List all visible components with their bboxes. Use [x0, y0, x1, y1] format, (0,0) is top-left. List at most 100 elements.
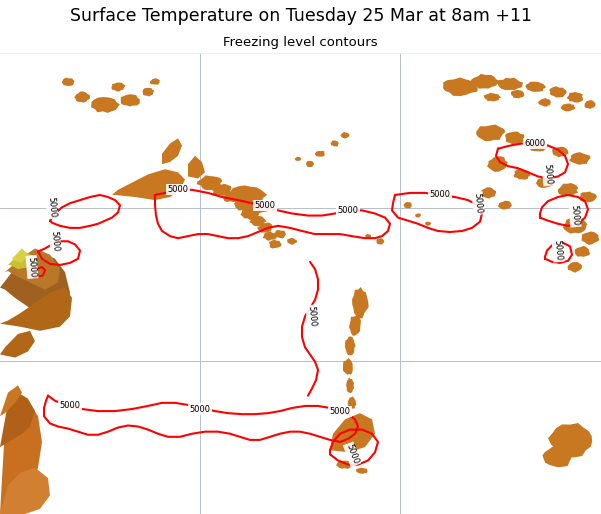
Polygon shape: [548, 423, 592, 457]
Polygon shape: [257, 223, 272, 233]
Polygon shape: [234, 200, 251, 211]
Polygon shape: [269, 240, 281, 248]
Text: 5000: 5000: [338, 206, 359, 215]
Polygon shape: [529, 139, 548, 151]
Polygon shape: [121, 94, 140, 106]
Text: 5000: 5000: [543, 163, 554, 185]
Text: 5000: 5000: [570, 205, 581, 226]
Polygon shape: [0, 393, 35, 447]
Polygon shape: [558, 183, 578, 196]
Polygon shape: [0, 386, 22, 416]
Polygon shape: [249, 215, 267, 226]
Polygon shape: [579, 192, 597, 202]
Polygon shape: [567, 262, 582, 273]
Polygon shape: [74, 91, 90, 102]
Polygon shape: [376, 238, 384, 245]
Text: 5000: 5000: [50, 230, 60, 252]
Text: 5000: 5000: [552, 240, 563, 262]
Polygon shape: [0, 251, 70, 324]
Polygon shape: [246, 201, 271, 214]
Text: 5000: 5000: [59, 401, 81, 411]
Polygon shape: [569, 152, 591, 165]
Polygon shape: [12, 248, 28, 263]
Polygon shape: [552, 146, 569, 157]
Polygon shape: [345, 337, 355, 355]
Text: 5000: 5000: [307, 305, 317, 327]
Polygon shape: [575, 246, 590, 257]
Polygon shape: [549, 86, 567, 98]
Polygon shape: [142, 88, 154, 97]
Polygon shape: [425, 222, 432, 226]
Polygon shape: [188, 156, 205, 178]
Polygon shape: [0, 468, 50, 514]
Polygon shape: [567, 92, 583, 102]
Polygon shape: [543, 447, 572, 467]
Text: 5000: 5000: [26, 256, 37, 278]
Polygon shape: [563, 217, 587, 233]
Polygon shape: [484, 93, 501, 101]
Polygon shape: [403, 202, 412, 208]
Polygon shape: [513, 169, 531, 180]
Text: 5000: 5000: [254, 201, 275, 210]
Text: 5000: 5000: [47, 196, 58, 218]
Polygon shape: [331, 140, 338, 146]
Polygon shape: [273, 230, 286, 238]
Polygon shape: [498, 201, 512, 209]
Polygon shape: [306, 161, 314, 167]
Polygon shape: [582, 231, 600, 245]
Polygon shape: [231, 186, 267, 204]
Polygon shape: [415, 213, 421, 217]
Text: Surface Temperature on Tuesday 25 Mar at 8am +11: Surface Temperature on Tuesday 25 Mar at…: [70, 7, 531, 25]
Polygon shape: [536, 177, 555, 188]
Polygon shape: [91, 97, 120, 113]
Polygon shape: [0, 401, 42, 514]
Polygon shape: [224, 191, 242, 202]
Polygon shape: [356, 468, 368, 474]
Polygon shape: [480, 187, 496, 198]
Text: 5000: 5000: [168, 186, 189, 194]
Polygon shape: [62, 78, 75, 86]
Text: 6000: 6000: [525, 139, 546, 148]
Polygon shape: [341, 132, 349, 139]
Polygon shape: [487, 156, 508, 172]
Polygon shape: [150, 78, 160, 85]
Text: 5000: 5000: [344, 443, 360, 466]
Polygon shape: [315, 151, 325, 157]
Text: 5000: 5000: [472, 192, 483, 214]
Polygon shape: [346, 377, 354, 393]
Polygon shape: [5, 248, 60, 290]
Polygon shape: [287, 238, 297, 245]
Text: 5000: 5000: [189, 405, 210, 414]
Polygon shape: [561, 103, 576, 112]
Polygon shape: [349, 315, 361, 336]
Polygon shape: [197, 175, 222, 190]
Polygon shape: [348, 396, 356, 409]
Polygon shape: [162, 138, 182, 164]
Polygon shape: [212, 184, 231, 196]
Polygon shape: [8, 250, 35, 269]
Text: Freezing level contours: Freezing level contours: [223, 35, 378, 49]
Polygon shape: [471, 74, 499, 88]
Polygon shape: [511, 90, 524, 98]
Polygon shape: [330, 413, 375, 452]
Polygon shape: [0, 331, 35, 358]
Polygon shape: [112, 169, 185, 200]
Polygon shape: [365, 234, 371, 238]
Polygon shape: [525, 82, 546, 92]
Polygon shape: [294, 157, 301, 161]
Polygon shape: [496, 78, 523, 90]
Polygon shape: [476, 124, 505, 141]
Polygon shape: [263, 232, 277, 241]
Polygon shape: [0, 288, 72, 331]
Text: 5000: 5000: [329, 407, 350, 416]
Polygon shape: [352, 287, 368, 319]
Polygon shape: [585, 100, 596, 109]
Polygon shape: [240, 207, 260, 220]
Polygon shape: [505, 132, 525, 144]
Polygon shape: [336, 461, 353, 469]
Text: 5000: 5000: [430, 191, 451, 199]
Polygon shape: [443, 78, 478, 96]
Polygon shape: [112, 83, 126, 91]
Polygon shape: [538, 98, 551, 106]
Polygon shape: [264, 223, 272, 229]
